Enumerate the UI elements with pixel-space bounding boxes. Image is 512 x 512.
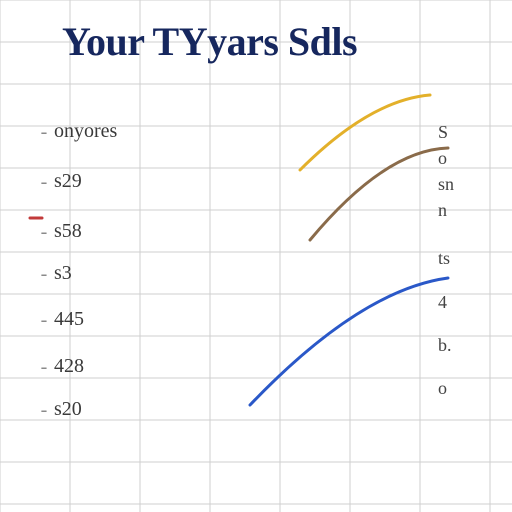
right-label-row: o: [438, 378, 447, 399]
right-label-row: 4: [438, 292, 447, 313]
dash-icon: -: [40, 121, 48, 144]
right-label-text: b.: [438, 335, 452, 355]
right-label-row: o: [438, 148, 447, 169]
right-label-row: ts: [438, 248, 450, 269]
left-label-text: s3: [54, 262, 72, 284]
page-title: Your TYyars Sdls: [62, 18, 357, 65]
blue-curve: [250, 278, 448, 405]
left-label-text: s29: [54, 170, 82, 192]
dash-icon: -: [40, 263, 48, 286]
dash-icon: -: [40, 356, 48, 379]
right-label-text: o: [438, 148, 447, 168]
left-label-text: s58: [54, 220, 82, 242]
dash-icon: -: [40, 309, 48, 332]
right-label-row: sn: [438, 174, 454, 195]
left-label-row: -445: [40, 308, 84, 332]
left-label-row: -428: [40, 355, 84, 379]
right-label-row: S: [438, 122, 448, 143]
right-label-text: 4: [438, 292, 447, 312]
left-label-row: -s29: [40, 170, 82, 194]
brown-curve: [310, 148, 448, 240]
left-label-row: -s20: [40, 398, 82, 422]
left-label-row: -onyores: [40, 120, 117, 144]
yellow-curve: [300, 95, 430, 170]
right-label-text: ts: [438, 248, 450, 268]
dash-icon: -: [40, 399, 48, 422]
left-label-text: onyores: [54, 120, 117, 142]
left-label-row: -s3: [40, 262, 72, 286]
curves-layer: [0, 0, 512, 512]
left-label-text: 428: [54, 355, 84, 377]
title-text: Your TYyars Sdls: [62, 19, 357, 64]
right-label-row: b.: [438, 335, 452, 356]
left-label-row: -s58: [40, 220, 82, 244]
dash-icon: -: [40, 221, 48, 244]
right-label-text: S: [438, 122, 448, 142]
left-label-text: 445: [54, 308, 84, 330]
right-label-text: o: [438, 378, 447, 398]
left-label-text: s20: [54, 398, 82, 420]
dash-icon: -: [40, 171, 48, 194]
right-label-row: n: [438, 200, 447, 221]
right-label-text: n: [438, 200, 447, 220]
right-label-text: sn: [438, 174, 454, 194]
